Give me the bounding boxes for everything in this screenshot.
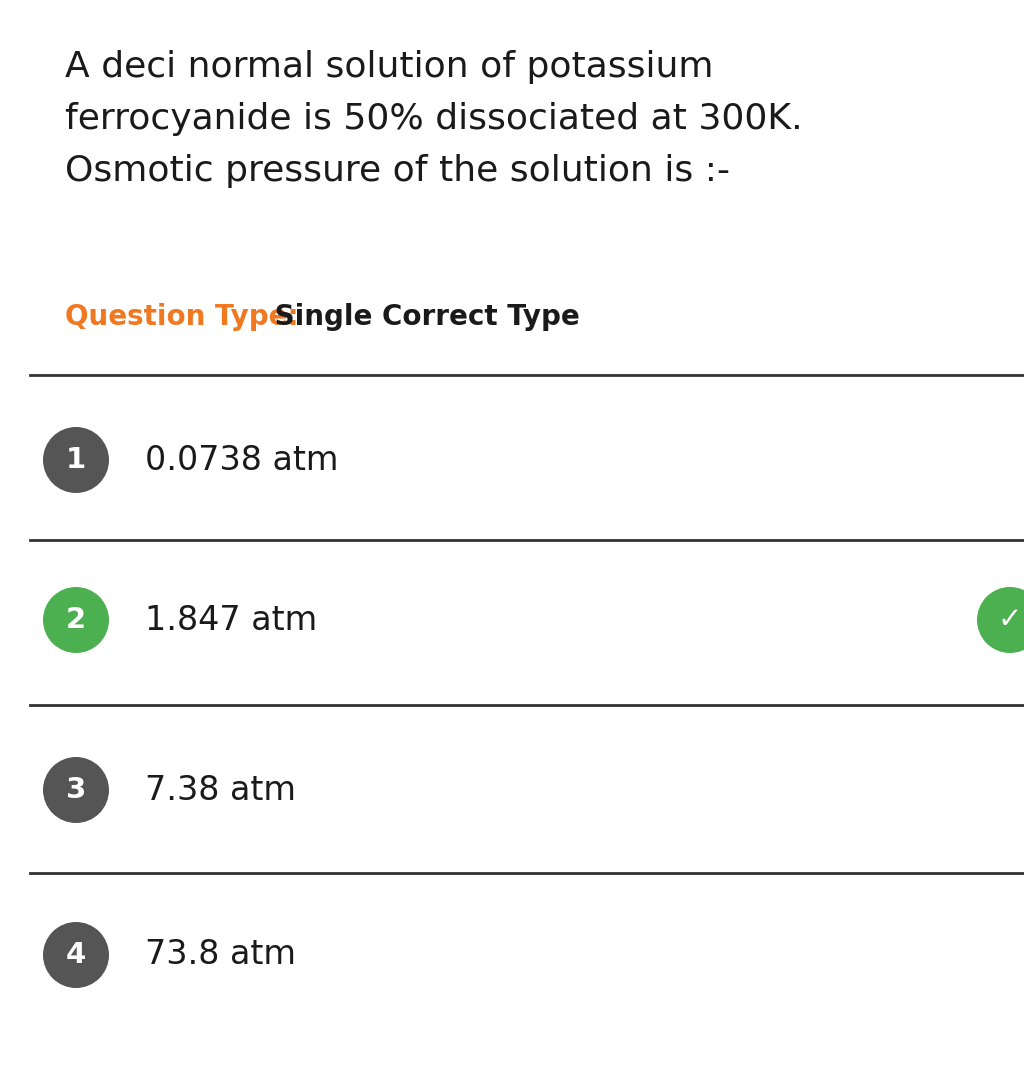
Ellipse shape [977, 587, 1024, 653]
Ellipse shape [43, 427, 109, 493]
Text: 73.8 atm: 73.8 atm [145, 939, 296, 971]
Text: ferrocyanide is 50% dissociated at 300K.: ferrocyanide is 50% dissociated at 300K. [65, 103, 803, 136]
Ellipse shape [43, 757, 109, 823]
Text: ✓: ✓ [997, 606, 1022, 634]
Text: 1: 1 [66, 446, 86, 474]
Text: Osmotic pressure of the solution is :-: Osmotic pressure of the solution is :- [65, 154, 730, 188]
Ellipse shape [43, 921, 109, 988]
Text: 4: 4 [66, 941, 86, 969]
Text: 2: 2 [66, 606, 86, 634]
Text: Single Correct Type: Single Correct Type [265, 303, 580, 331]
Text: A deci normal solution of potassium: A deci normal solution of potassium [65, 50, 714, 84]
Text: 7.38 atm: 7.38 atm [145, 774, 296, 806]
Ellipse shape [43, 587, 109, 653]
Text: Question Type:: Question Type: [65, 303, 299, 331]
Text: 1.847 atm: 1.847 atm [145, 603, 317, 637]
Text: 3: 3 [66, 776, 86, 804]
Text: 0.0738 atm: 0.0738 atm [145, 443, 339, 477]
